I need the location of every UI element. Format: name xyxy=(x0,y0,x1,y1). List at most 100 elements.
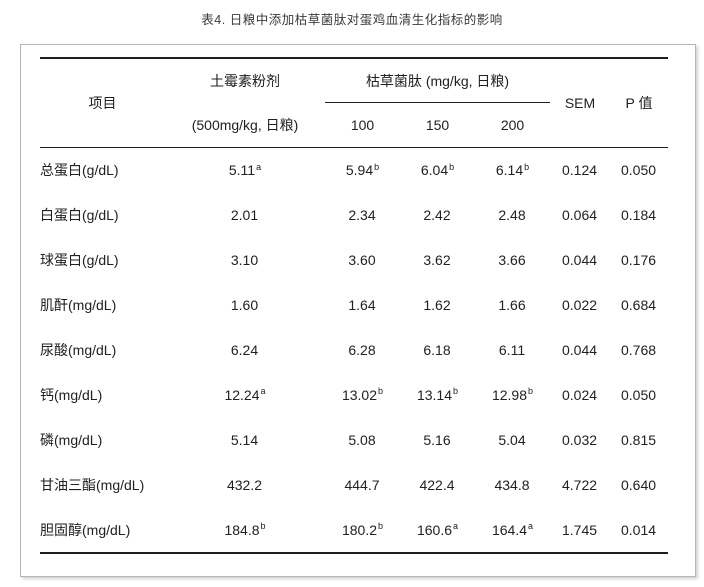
significance-superscript: a xyxy=(260,386,266,397)
cell-value: 0.184 xyxy=(620,207,657,223)
cell-value: 0.022 xyxy=(561,297,598,313)
serum-biochemistry-table: 项目 土霉素粉剂 (500mg/kg, 日粮) 枯草菌肽 (mg/kg, 日粮)… xyxy=(40,57,669,554)
cell-value: 0.768 xyxy=(620,342,657,358)
cell-pvalue: 0.684 xyxy=(610,283,668,328)
cell-value: 5.08 xyxy=(348,432,376,448)
col-header-dose-150: 150 xyxy=(425,117,450,134)
cell-dose-100: 1.64 xyxy=(325,283,400,328)
table-row: 钙(mg/dL) 12.24a 13.02b 13.14b 12.98b 0.0… xyxy=(40,373,668,418)
cell-dose-200: 6.11 xyxy=(475,328,550,373)
header-row-top: 项目 土霉素粉剂 (500mg/kg, 日粮) 枯草菌肽 (mg/kg, 日粮)… xyxy=(40,57,669,148)
cell-value: 0.050 xyxy=(620,162,657,179)
cell-value: 5.14 xyxy=(230,432,259,448)
row-label: 甘油三酯(mg/dL) xyxy=(40,463,165,508)
row-label: 肌酐(mg/dL) xyxy=(40,283,165,328)
cell-value: 5.94 xyxy=(345,162,374,179)
cell-dose-100: 2.34 xyxy=(325,193,400,238)
cell-sem: 0.044 xyxy=(550,328,610,373)
row-label: 胆固醇(mg/dL) xyxy=(40,507,165,554)
row-label-text: 肌酐(mg/dL) xyxy=(40,297,117,313)
cell-value: 3.10 xyxy=(230,252,259,268)
cell-dose-150: 13.14b xyxy=(400,373,475,418)
table-body: 总蛋白(g/dL) 5.11a 5.94b 6.04b 6.14b 0.124 … xyxy=(40,147,669,554)
cell-dose-200: 1.66 xyxy=(475,283,550,328)
significance-superscript: b xyxy=(378,386,384,397)
row-label: 钙(mg/dL) xyxy=(40,373,165,418)
cell-dose-150: 6.04b xyxy=(400,147,475,193)
cell-control: 1.60 xyxy=(165,283,325,328)
significance-superscript: b xyxy=(524,161,530,172)
cell-sem: 4.722 xyxy=(550,463,610,508)
cell-control: 5.11a xyxy=(165,147,325,193)
row-label-text: 钙(mg/dL) xyxy=(40,387,103,403)
cell-value: 5.16 xyxy=(423,432,451,448)
significance-superscript: a xyxy=(528,520,534,531)
table-panel: 项目 土霉素粉剂 (500mg/kg, 日粮) 枯草菌肽 (mg/kg, 日粮)… xyxy=(20,44,696,577)
cell-value: 3.66 xyxy=(498,252,526,268)
cell-value: 0.640 xyxy=(620,477,657,493)
cell-dose-150: 5.16 xyxy=(400,418,475,463)
col-header-sem: SEM xyxy=(550,57,611,148)
cell-value: 434.8 xyxy=(494,477,530,493)
table-title: 表4. 日粮中添加枯草菌肽对蛋鸡血清生化指标的影响 xyxy=(201,13,503,27)
cell-value: 444.7 xyxy=(344,477,380,493)
cell-value: 2.34 xyxy=(348,207,376,223)
cell-value: 13.02 xyxy=(341,387,378,403)
cell-value: 13.14 xyxy=(416,387,453,403)
row-label-text: 尿酸(mg/dL) xyxy=(40,342,117,358)
significance-superscript: b xyxy=(528,386,534,397)
cell-value: 1.64 xyxy=(348,297,376,313)
cell-pvalue: 0.014 xyxy=(610,507,669,554)
cell-dose-200: 164.4a xyxy=(475,507,551,554)
cell-value: 164.4 xyxy=(491,521,528,538)
cell-dose-150: 3.62 xyxy=(400,238,475,283)
cell-value: 0.032 xyxy=(561,432,598,448)
cell-value: 12.24 xyxy=(224,387,260,403)
significance-superscript: a xyxy=(453,520,459,531)
col-header-pvalue: P 值 xyxy=(610,57,669,148)
cell-dose-200: 434.8 xyxy=(475,463,550,508)
cell-value: 0.124 xyxy=(561,162,598,179)
cell-value: 184.8 xyxy=(224,521,260,538)
col-header-dose-200: 200 xyxy=(500,117,525,134)
cell-value: 0.684 xyxy=(620,297,657,313)
row-label-text: 白蛋白(g/dL) xyxy=(40,207,119,223)
cell-value: 432.2 xyxy=(226,477,263,493)
cell-pvalue: 0.176 xyxy=(610,238,668,283)
cell-value: 2.01 xyxy=(230,207,259,223)
cell-value: 160.6 xyxy=(416,521,453,538)
table-row: 胆固醇(mg/dL) 184.8b 180.2b 160.6a 164.4a 1… xyxy=(40,507,669,554)
cell-pvalue: 0.640 xyxy=(610,463,668,508)
cell-dose-200: 6.14b xyxy=(475,147,551,193)
cell-value: 6.14 xyxy=(495,162,524,179)
cell-pvalue: 0.768 xyxy=(610,328,668,373)
cell-dose-150: 2.42 xyxy=(400,193,475,238)
cell-dose-150: 160.6a xyxy=(400,507,475,554)
cell-value: 5.11 xyxy=(228,162,256,179)
row-label: 磷(mg/dL) xyxy=(40,418,165,463)
control-header-wrap: 土霉素粉剂 (500mg/kg, 日粮) xyxy=(165,59,325,147)
significance-superscript: b xyxy=(453,386,459,397)
cell-value: 180.2 xyxy=(341,521,378,538)
cell-control: 2.01 xyxy=(165,193,325,238)
control-header-line2: (500mg/kg, 日粮) xyxy=(191,117,299,133)
cell-value: 422.4 xyxy=(419,477,455,493)
cell-value: 6.04 xyxy=(420,162,449,179)
cell-value: 1.745 xyxy=(561,521,598,538)
cell-dose-200: 3.66 xyxy=(475,238,550,283)
cell-dose-200: 5.04 xyxy=(475,418,550,463)
col-header-treatment-group: 枯草菌肽 (mg/kg, 日粮) xyxy=(325,57,551,104)
table-row: 总蛋白(g/dL) 5.11a 5.94b 6.04b 6.14b 0.124 … xyxy=(40,147,669,193)
cell-pvalue: 0.184 xyxy=(610,193,668,238)
significance-superscript: b xyxy=(449,161,455,172)
table-header: 项目 土霉素粉剂 (500mg/kg, 日粮) 枯草菌肽 (mg/kg, 日粮)… xyxy=(40,57,669,148)
cell-sem: 0.022 xyxy=(550,283,610,328)
cell-dose-100: 13.02b xyxy=(325,373,400,418)
table-row: 白蛋白(g/dL) 2.01 2.34 2.42 2.48 0.064 0.18… xyxy=(40,193,668,238)
significance-superscript: b xyxy=(374,161,380,172)
table-row: 球蛋白(g/dL) 3.10 3.60 3.62 3.66 0.044 0.17… xyxy=(40,238,668,283)
cell-value: 0.044 xyxy=(561,252,598,268)
cell-value: 3.60 xyxy=(348,252,376,268)
cell-value: 0.064 xyxy=(561,207,598,223)
cell-control: 3.10 xyxy=(165,238,325,283)
